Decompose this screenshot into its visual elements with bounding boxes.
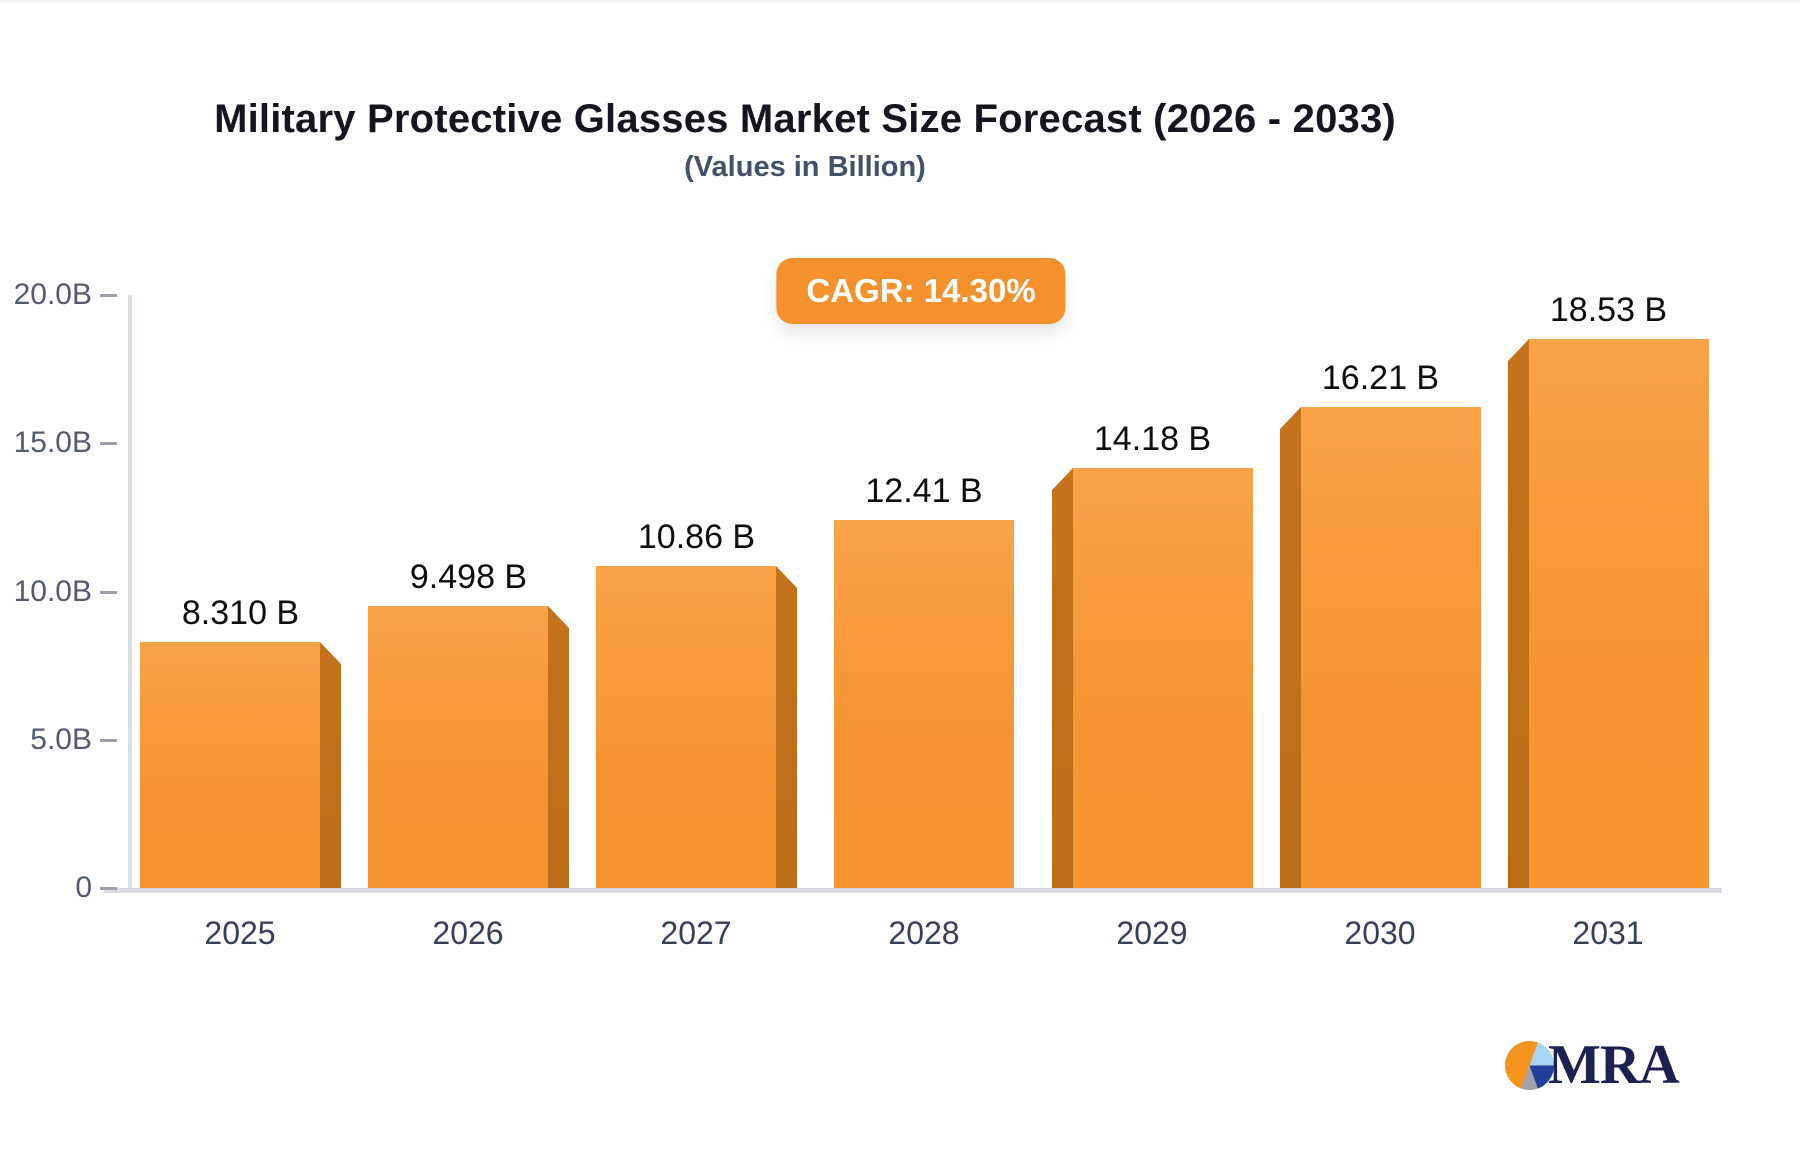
bar-value-label: 12.41 B xyxy=(865,472,983,510)
x-axis-baseline xyxy=(104,888,1722,893)
x-axis-category-label: 2028 xyxy=(888,915,960,951)
bar-face xyxy=(368,606,548,888)
y-axis-line xyxy=(128,295,132,888)
bar-side-face xyxy=(1508,339,1529,888)
bar-2031 xyxy=(1508,339,1709,888)
bar-value-label: 16.21 B xyxy=(1321,359,1440,397)
bar-group-2026: 9.498 B xyxy=(368,3,569,888)
bar-2026 xyxy=(368,606,569,888)
x-axis-category-label: 2031 xyxy=(1572,915,1644,951)
bar-2029 xyxy=(1052,468,1253,888)
x-axis-category-label: 2030 xyxy=(1344,915,1416,951)
brand-logo-text: MRA xyxy=(1548,1034,1680,1096)
bar-value-label: 8.310 B xyxy=(181,594,300,632)
bar-2025 xyxy=(140,642,341,888)
x-axis-category-label: 2026 xyxy=(432,915,504,951)
y-axis-tick-label: 5.0B xyxy=(30,722,92,756)
bar-value-label: 18.53 B xyxy=(1549,291,1668,329)
bar-face xyxy=(596,566,776,888)
bar-2027 xyxy=(596,566,797,888)
y-axis-tick xyxy=(100,590,117,594)
bar-group-2025: 8.310 B xyxy=(140,3,341,888)
chart-title: Military Protective Glasses Market Size … xyxy=(214,97,1396,141)
bar-2030 xyxy=(1280,407,1481,888)
bar-face xyxy=(1301,407,1481,888)
bar-face xyxy=(834,520,1014,888)
bar-side-face xyxy=(548,606,569,888)
bar-group-2027: 10.86 B xyxy=(596,3,797,888)
y-axis-tick xyxy=(100,738,117,742)
cagr-badge: CAGR: 14.30% xyxy=(776,258,1066,324)
bar-side-face xyxy=(320,642,341,888)
y-axis-tick xyxy=(100,442,117,446)
bar-face xyxy=(1529,339,1709,888)
bar-value-label: 9.498 B xyxy=(409,558,528,596)
bar-value-label: 10.86 B xyxy=(637,518,756,556)
y-axis-tick-label: 15.0B xyxy=(13,426,92,460)
bar-side-face xyxy=(776,566,797,888)
x-axis-category-label: 2025 xyxy=(204,915,276,951)
bar-group-2028: 12.41 B xyxy=(834,3,1014,888)
bar-value-label: 14.18 B xyxy=(1093,420,1212,458)
x-axis-category-label: 2029 xyxy=(1116,915,1188,951)
y-axis-tick xyxy=(100,887,117,890)
bar-side-face xyxy=(1052,468,1073,888)
pie-chart-icon xyxy=(1505,1040,1554,1090)
bar-2028 xyxy=(834,520,1014,888)
brand-logo: MRA xyxy=(1505,1034,1680,1096)
bar-face xyxy=(140,642,320,888)
y-axis-tick-label: 20.0B xyxy=(13,278,92,311)
y-axis-tick-label: 10.0B xyxy=(13,574,92,608)
bar-group-2031: 18.53 B xyxy=(1508,3,1709,888)
bar-side-face xyxy=(1280,407,1301,888)
chart-subtitle: (Values in Billion) xyxy=(684,151,926,183)
y-axis-tick-label: 0 xyxy=(75,871,92,904)
bar-face xyxy=(1073,468,1253,888)
x-axis-category-label: 2027 xyxy=(660,915,732,951)
bar-group-2030: 16.21 B xyxy=(1280,3,1481,888)
y-axis-tick xyxy=(100,294,117,297)
bar-group-2029: 14.18 B xyxy=(1052,3,1253,888)
